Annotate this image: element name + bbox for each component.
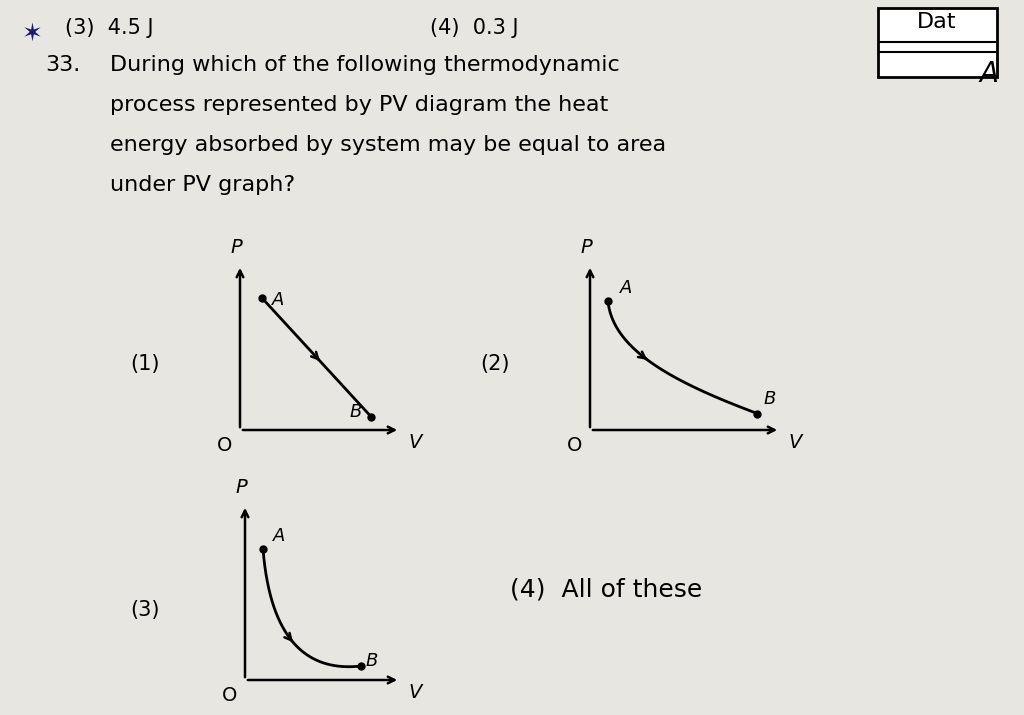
- Text: O: O: [566, 436, 582, 455]
- Text: P: P: [236, 478, 247, 497]
- Text: During which of the following thermodynamic: During which of the following thermodyna…: [110, 55, 620, 75]
- Text: ✶: ✶: [22, 22, 43, 46]
- Text: A: A: [979, 60, 998, 88]
- Text: (4)  0.3 J: (4) 0.3 J: [430, 18, 518, 38]
- Text: B: B: [763, 390, 775, 408]
- Text: V: V: [788, 433, 802, 452]
- Text: B: B: [349, 403, 361, 421]
- Text: process represented by PV diagram the heat: process represented by PV diagram the he…: [110, 95, 608, 115]
- Text: O: O: [217, 436, 232, 455]
- Text: V: V: [408, 683, 421, 702]
- Text: O: O: [221, 686, 237, 705]
- Text: (4)  All of these: (4) All of these: [510, 578, 702, 602]
- Text: 33.: 33.: [45, 55, 80, 75]
- Text: P: P: [581, 238, 592, 257]
- Text: A: A: [272, 291, 285, 309]
- Text: (2): (2): [480, 354, 510, 374]
- Text: A: A: [273, 527, 286, 545]
- Text: under PV graph?: under PV graph?: [110, 175, 295, 195]
- Text: Dat: Dat: [918, 12, 956, 32]
- FancyBboxPatch shape: [878, 8, 997, 77]
- Text: V: V: [408, 433, 421, 452]
- Text: P: P: [230, 238, 242, 257]
- Text: (3): (3): [130, 600, 160, 620]
- Text: energy absorbed by system may be equal to area: energy absorbed by system may be equal t…: [110, 135, 667, 155]
- Text: A: A: [620, 280, 633, 297]
- Text: (3)  4.5 J: (3) 4.5 J: [65, 18, 154, 38]
- Text: B: B: [366, 652, 378, 670]
- Text: (1): (1): [130, 354, 160, 374]
